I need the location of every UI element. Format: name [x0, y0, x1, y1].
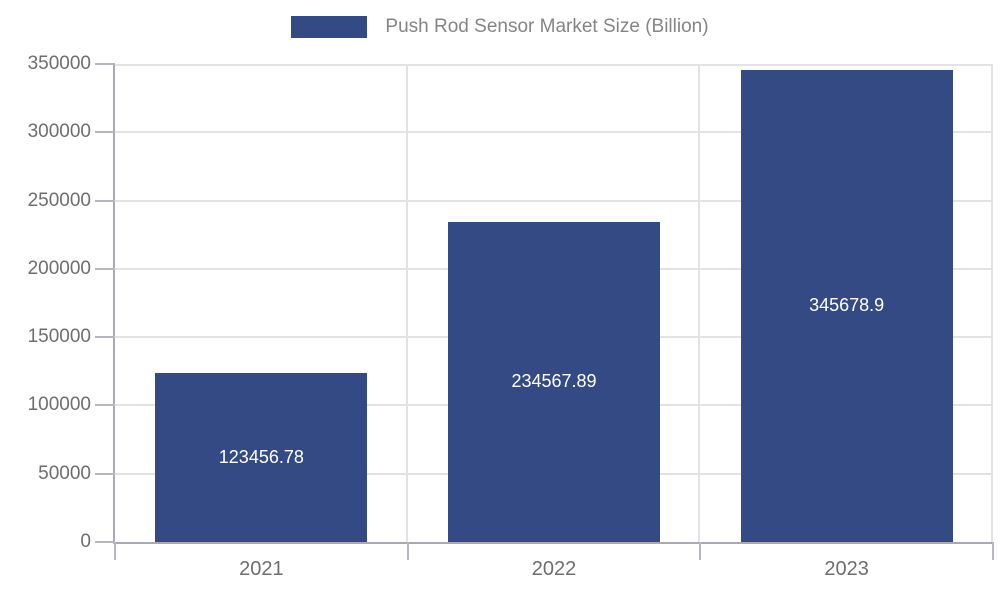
- bar-value-label: 123456.78: [218, 447, 304, 468]
- y-tick-mark: [95, 131, 115, 134]
- x-tick-mark: [699, 542, 702, 560]
- y-axis-line: [113, 64, 115, 542]
- x-axis-tick-label: 2022: [531, 558, 577, 580]
- bar-2021[interactable]: 123456.78: [155, 373, 368, 542]
- x-axis-line: [113, 542, 993, 544]
- y-axis-tick-label: 200000: [27, 257, 91, 279]
- gridline-horizontal: [115, 64, 993, 66]
- gridline-horizontal: [115, 199, 993, 202]
- y-axis-tick-label: 250000: [27, 189, 91, 211]
- x-tick-mark: [114, 542, 116, 560]
- bar-value-label: 234567.89: [511, 371, 597, 392]
- x-axis-tick-label: 2021: [239, 558, 284, 580]
- y-tick-mark: [95, 267, 115, 270]
- y-axis-tick-label: 300000: [27, 121, 91, 143]
- legend-label: Push Rod Sensor Market Size (Billion): [385, 16, 709, 37]
- y-axis-tick-label: 350000: [27, 53, 91, 74]
- y-tick-mark: [95, 472, 115, 475]
- x-axis-tick-label: 2023: [824, 558, 869, 580]
- plot-area: 123456.78 234567.89 345678.9: [113, 64, 993, 544]
- y-tick-mark: [95, 541, 115, 543]
- y-axis-tick-label: 150000: [27, 326, 91, 348]
- bar-2023[interactable]: 345678.9: [740, 69, 953, 542]
- y-axis-tick-label: 100000: [27, 394, 91, 416]
- legend-swatch: [291, 16, 368, 38]
- y-tick-mark: [95, 336, 115, 339]
- bar-value-label: 345678.9: [809, 295, 885, 316]
- x-tick-mark: [406, 542, 409, 560]
- gridline-vertical: [991, 64, 993, 542]
- y-tick-mark: [95, 404, 115, 407]
- y-axis-tick-label: 50000: [38, 462, 91, 484]
- legend-item[interactable]: Push Rod Sensor Market Size (Billion): [0, 16, 1000, 38]
- y-tick-mark: [95, 199, 115, 202]
- gridline-vertical: [698, 64, 701, 542]
- gridline-horizontal: [115, 131, 993, 134]
- y-tick-mark: [95, 63, 115, 65]
- x-tick-mark: [992, 542, 994, 560]
- y-axis-tick-label: 0: [80, 531, 91, 552]
- bar-2022[interactable]: 234567.89: [448, 221, 660, 542]
- gridline-vertical: [405, 64, 408, 542]
